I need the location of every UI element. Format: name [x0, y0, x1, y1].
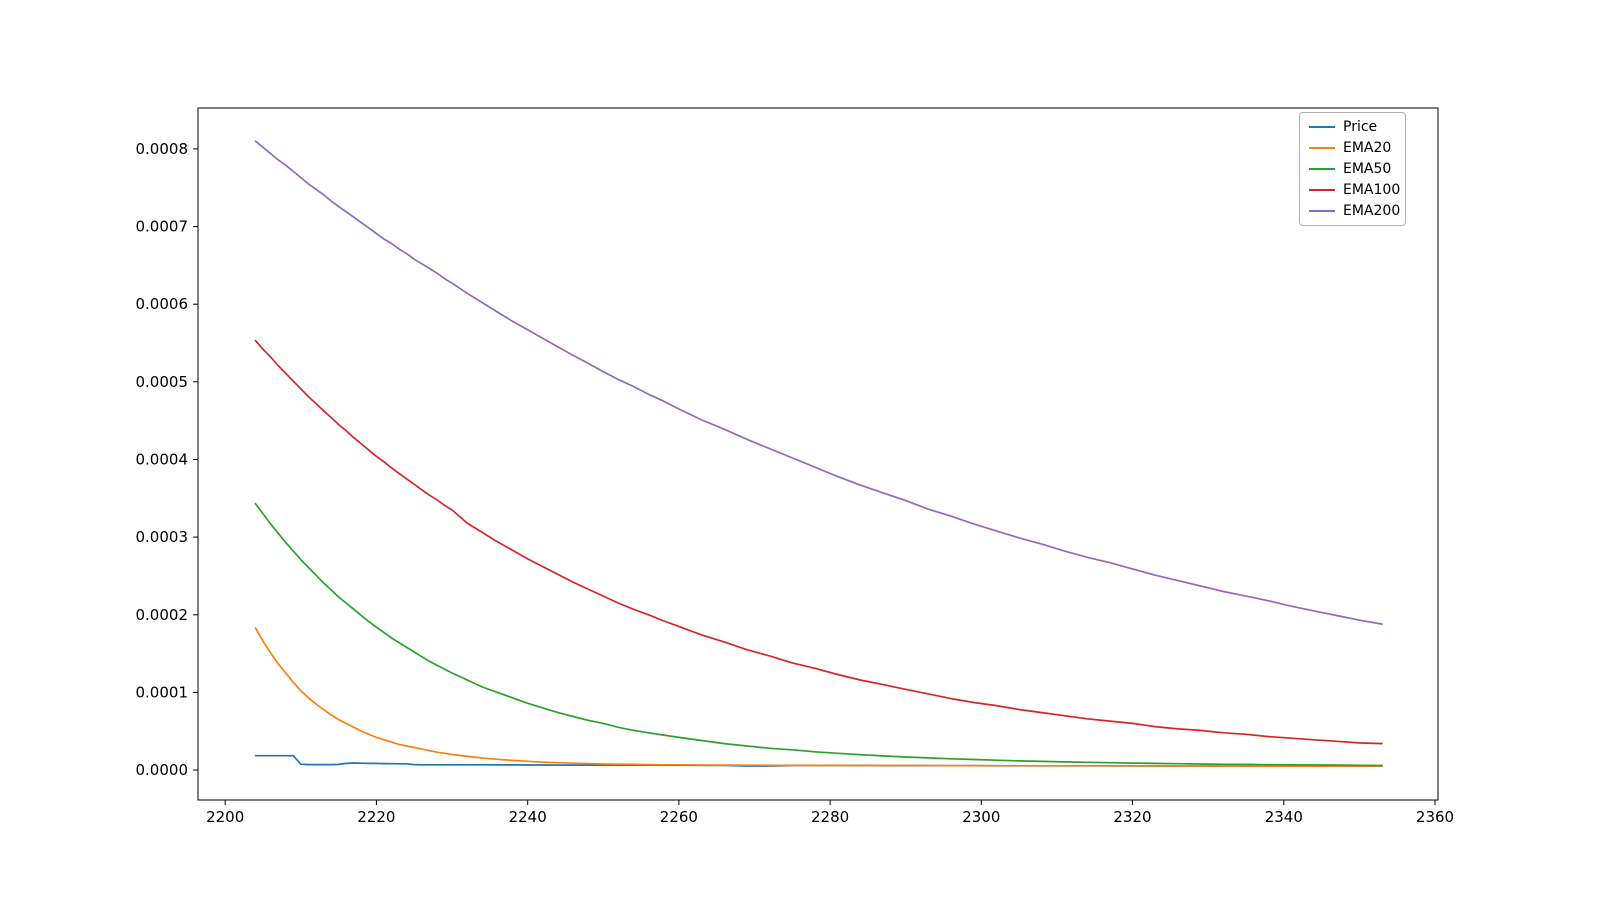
- legend-label-price: Price: [1343, 119, 1378, 135]
- series-line-ema50: [254, 502, 1383, 767]
- y-tick-label: 0.0008: [136, 140, 189, 158]
- legend-item-ema50: EMA50: [1309, 162, 1397, 176]
- x-tick-label: 2320: [1113, 808, 1151, 826]
- legend-label-ema200: EMA200: [1343, 203, 1401, 219]
- legend-line-sample-price: [1309, 126, 1335, 128]
- y-tick-label: 0.0001: [136, 683, 189, 701]
- x-tick-label: 2260: [660, 808, 698, 826]
- y-tick-label: 0.0005: [136, 373, 189, 391]
- x-tick-label: 2280: [811, 808, 849, 826]
- x-tick-label: 2300: [962, 808, 1000, 826]
- x-tick-label: 2220: [357, 808, 395, 826]
- legend-line-sample-ema20: [1309, 147, 1335, 149]
- legend-item-price: Price: [1309, 120, 1397, 134]
- x-tick-label: 2340: [1265, 808, 1303, 826]
- legend-label-ema100: EMA100: [1343, 182, 1401, 198]
- legend-item-ema200: EMA200: [1309, 203, 1401, 219]
- series-line-ema200: [254, 140, 1383, 625]
- series-line-ema100: [254, 339, 1383, 745]
- y-tick-label: 0.0002: [136, 606, 189, 624]
- series-line-ema20: [254, 627, 1383, 768]
- y-tick-label: 0.0006: [136, 295, 189, 313]
- x-tick-label: 2200: [206, 808, 244, 826]
- y-tick-label: 0.0007: [136, 218, 189, 236]
- legend-line-sample-ema200: [1309, 210, 1335, 212]
- legend-line-sample-ema100: [1309, 189, 1335, 191]
- legend-item-ema20: EMA20: [1309, 141, 1397, 155]
- legend-line-sample-ema50: [1309, 168, 1335, 170]
- x-tick-label: 2360: [1416, 808, 1454, 826]
- x-tick-label: 2240: [509, 808, 547, 826]
- legend-label-ema20: EMA20: [1343, 140, 1392, 156]
- plot-frame: [197, 107, 1439, 801]
- y-tick-label: 0.0003: [136, 528, 189, 546]
- legend-label-ema50: EMA50: [1343, 161, 1392, 177]
- y-tick-label: 0.0000: [136, 761, 189, 779]
- chart-legend: Price EMA20 EMA50 EMA100 EMA200: [1299, 112, 1406, 226]
- legend-item-ema100: EMA100: [1309, 182, 1401, 198]
- y-tick-label: 0.0004: [136, 451, 189, 469]
